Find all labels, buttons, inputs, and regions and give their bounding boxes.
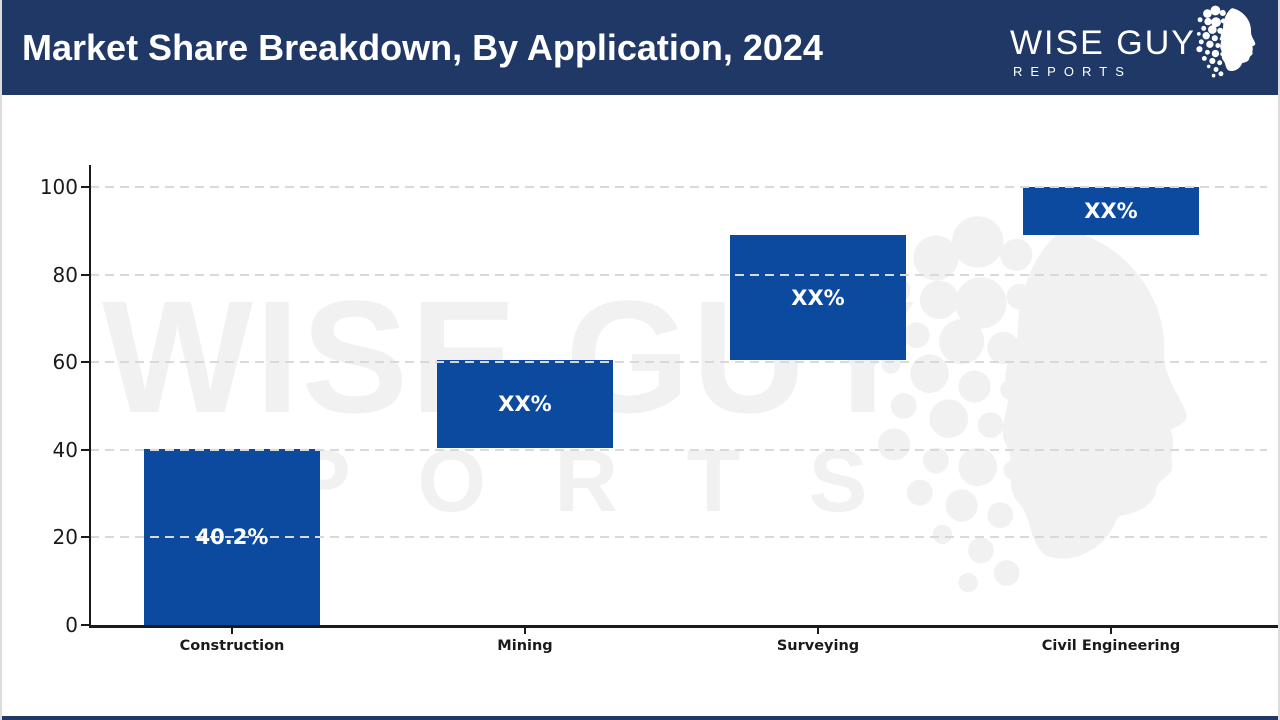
logo-subtitle: REPORTS [1012,63,1132,79]
wise-guy-reports-logo: WISE GUY REPORTS [1010,4,1272,92]
bar-value-label: 40.2% [195,524,269,549]
chart-area: WISE GUY P O R T S 0 20 40 60 80 100 40.2% Cons… [2,95,1278,720]
logo-wordmark: WISE GUY [1009,23,1196,62]
y-tick-mark [81,273,90,276]
gridline [90,361,1267,364]
x-tick-mark [231,625,233,634]
x-tick-mark [524,625,526,634]
footer-strip [2,716,1278,720]
x-category-label: Mining [497,638,553,654]
y-tick-mark [81,361,90,364]
x-tick-mark [1110,625,1112,634]
bar-value-label: XX% [498,392,552,417]
y-tick-label: 60 [52,350,78,375]
y-tick-label: 80 [52,262,78,287]
gridline [90,536,1267,539]
y-axis-spine [89,165,91,625]
gridline [90,273,1267,276]
waterfall-bar [1023,187,1199,236]
x-axis-spine [89,625,1278,628]
y-tick-label: 40 [52,437,78,462]
header: Market Share Breakdown, By Application, … [2,0,1278,95]
gridline [90,186,1267,188]
x-category-label: Construction [179,638,285,654]
y-tick-mark [81,536,90,539]
y-tick-label: 0 [65,613,78,637]
plot-area: 0 20 40 60 80 100 40.2% Construction XX% Mining XX… [2,95,1278,720]
y-tick-label: 100 [39,175,78,199]
y-tick-mark [81,624,90,626]
y-tick-mark [81,448,90,451]
bar-value-label: XX% [1084,199,1138,224]
watermark-face-icon [878,216,1187,593]
y-tick-mark [81,186,90,188]
bar-value-label: XX% [791,285,845,310]
x-category-label: Surveying [776,638,860,654]
y-tick-label: 20 [52,525,78,550]
waterfall-bar [437,360,613,449]
chart-title: Market Share Breakdown, By Application, … [22,27,823,68]
logo-face-icon [1196,5,1256,78]
x-tick-mark [817,625,819,634]
waterfall-bar [730,235,906,360]
gridline [90,448,1267,451]
x-category-label: Civil Engineering [1041,638,1181,654]
